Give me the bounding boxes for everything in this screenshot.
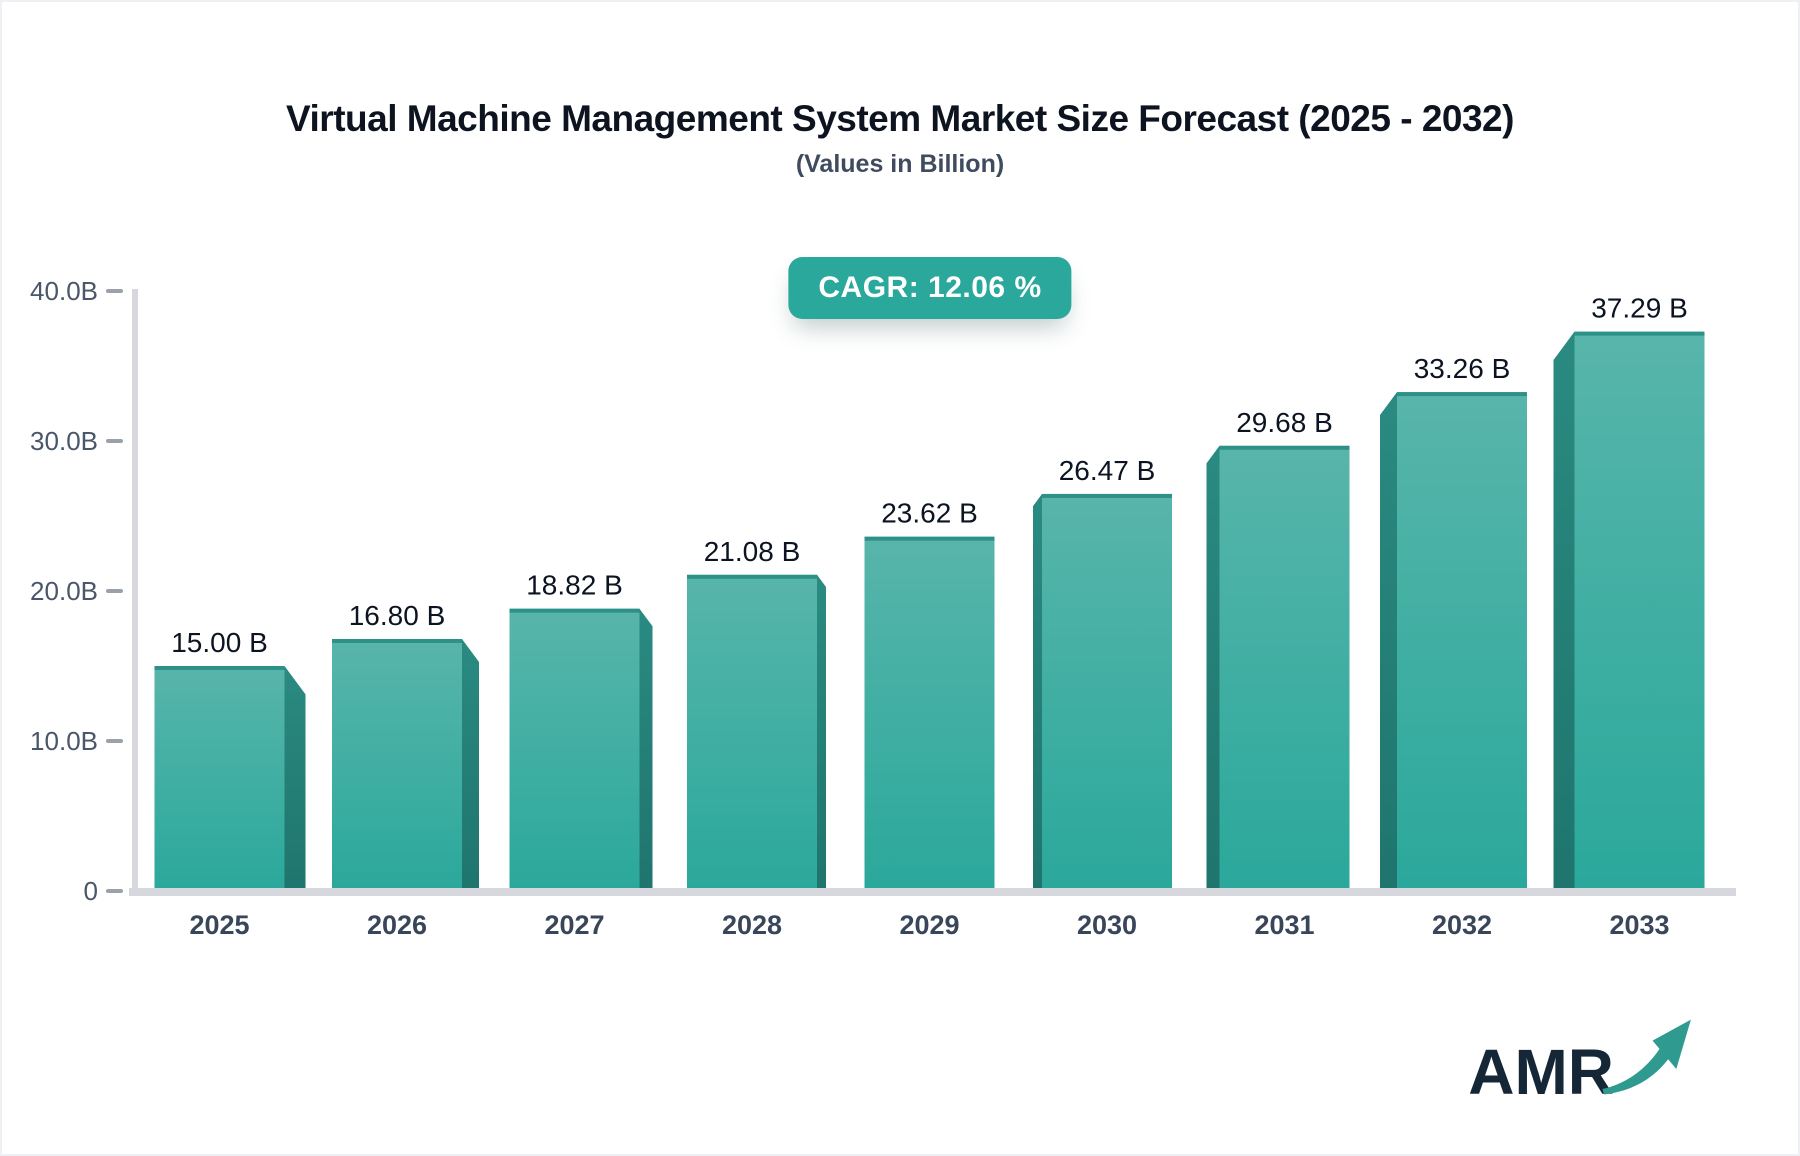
bar-top-rim	[1042, 493, 1172, 498]
y-axis-label: 40.0B	[30, 276, 98, 306]
bar-front-face	[687, 574, 817, 892]
bar-top-rim	[1219, 445, 1350, 450]
y-axis-label: 20.0B	[30, 576, 98, 606]
bar-side-face	[639, 608, 653, 892]
bar-value-label: 21.08 B	[704, 536, 801, 567]
x-axis-label: 2031	[1254, 910, 1314, 940]
bar-top-rim	[509, 608, 640, 613]
chart-title: Virtual Machine Management System Market…	[286, 98, 1514, 139]
bar-front-face	[1219, 445, 1350, 892]
bar-value-label: 18.82 B	[526, 570, 623, 601]
y-tick-dash	[106, 439, 123, 443]
y-tick-dash	[106, 889, 123, 893]
bar-side-face	[462, 639, 479, 892]
bar-top-rim	[864, 536, 995, 541]
bar-side-face	[817, 574, 826, 892]
x-axis-label: 2026	[367, 910, 427, 940]
bar-top-rim	[1574, 331, 1705, 336]
growth-arrow-icon	[1602, 1019, 1691, 1095]
bar-top-rim	[687, 574, 817, 579]
bar-2030: 26.47 B 2030	[1033, 455, 1172, 940]
y-tick-dash	[106, 589, 123, 593]
bar-front-face	[1042, 493, 1172, 892]
x-axis-label: 2027	[544, 910, 604, 940]
x-axis-label: 2025	[189, 910, 249, 940]
bar-2029: 23.62 B 2029	[864, 498, 995, 940]
bar-2027: 18.82 B 2027	[509, 570, 653, 940]
bar-side-face	[1033, 493, 1042, 892]
bar-value-label: 37.29 B	[1591, 293, 1688, 324]
amr-logo: AMR	[1468, 1016, 1694, 1108]
bar-top-rim	[1397, 392, 1527, 397]
x-axis-label: 2032	[1432, 910, 1492, 940]
bar-value-label: 15.00 B	[171, 627, 268, 658]
y-axis-label: 30.0B	[30, 426, 98, 456]
bar-front-face	[1397, 392, 1527, 892]
bar-side-face	[1553, 331, 1575, 892]
y-tick-dash	[106, 289, 123, 293]
bar-side-face	[1206, 445, 1220, 892]
y-axis-line	[132, 289, 138, 896]
bar-2026: 16.80 B 2026	[332, 600, 479, 940]
cagr-badge: CAGR: 12.06 %	[788, 257, 1072, 319]
bar-front-face	[154, 666, 285, 892]
bar-top-rim	[154, 666, 285, 670]
x-axis-line	[129, 888, 1736, 896]
bar-value-label: 26.47 B	[1059, 455, 1156, 486]
bar-2032: 33.26 B 2032	[1380, 353, 1527, 940]
x-axis-label: 2028	[722, 910, 782, 940]
y-axis-label: 0	[84, 876, 98, 906]
x-axis-label: 2033	[1609, 910, 1669, 940]
bar-2033: 37.29 B 2033	[1553, 293, 1705, 940]
bar-front-face	[509, 608, 640, 892]
bar-2025: 15.00 B 2025	[154, 627, 306, 940]
bar-value-label: 16.80 B	[349, 600, 446, 631]
bar-front-face	[332, 639, 462, 892]
bar-front-face	[1574, 331, 1705, 892]
bar-value-label: 23.62 B	[881, 498, 978, 529]
bar-side-face	[1380, 392, 1397, 892]
y-tick-dash	[106, 739, 123, 743]
x-axis-label: 2030	[1077, 910, 1137, 940]
amr-logo-text: AMR	[1468, 1035, 1614, 1108]
bar-value-label: 29.68 B	[1236, 407, 1333, 438]
bar-value-label: 33.26 B	[1414, 353, 1511, 384]
bar-top-rim	[332, 639, 462, 643]
chart-subtitle: (Values in Billion)	[795, 150, 1005, 178]
bar-2028: 21.08 B 2028	[687, 536, 826, 940]
bar-2031: 29.68 B 2031	[1206, 407, 1350, 940]
x-axis-label: 2029	[899, 910, 959, 940]
bar-front-face	[864, 536, 995, 892]
bar-side-face	[284, 666, 306, 892]
y-axis-label: 10.0B	[30, 726, 98, 756]
